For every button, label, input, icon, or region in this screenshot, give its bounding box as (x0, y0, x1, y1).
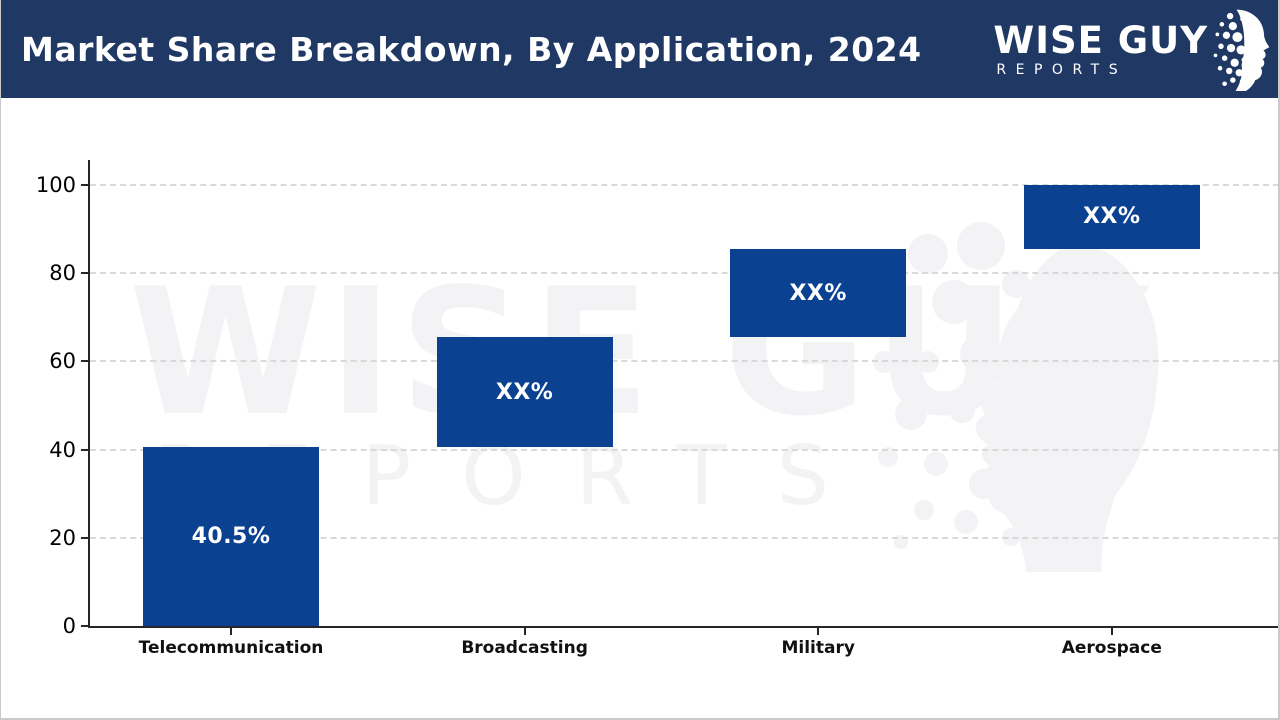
x-tick-broadcasting (523, 628, 526, 635)
bar-label-military: XX% (789, 280, 847, 306)
logo-dot-head-icon (1213, 9, 1270, 92)
gridline-100 (90, 184, 1278, 186)
logo: WISE GUY REPORTS (993, 6, 1278, 92)
y-tick-60 (81, 360, 88, 363)
x-axis (88, 626, 1278, 628)
gridline-20 (90, 536, 1278, 539)
category-label-military: Military (781, 638, 855, 658)
header: Market Share Breakdown, By Application, … (1, 0, 1278, 98)
y-tick-20 (81, 536, 88, 539)
y-tick-label-20: 20 (49, 525, 76, 550)
x-tick-telecommunication (230, 628, 232, 635)
bar-telecommunication: 40.5% (143, 447, 319, 626)
gridline-40 (90, 448, 1278, 451)
logo-text: WISE GUY REPORTS (993, 22, 1208, 77)
y-axis (88, 160, 90, 628)
y-tick-80 (81, 272, 88, 275)
page-title: Market Share Breakdown, By Application, … (21, 29, 922, 69)
y-tick-label-100: 100 (35, 173, 76, 197)
logo-wordmark: WISE GUY (993, 18, 1208, 62)
y-tick-label-40: 40 (49, 437, 76, 462)
gridline-80 (90, 272, 1278, 275)
y-tick-label-60: 60 (49, 349, 76, 374)
y-tick-label-0: 0 (62, 614, 76, 638)
gridline-60 (90, 360, 1278, 363)
x-tick-military (817, 628, 820, 635)
x-tick-aerospace (1110, 628, 1113, 635)
y-tick-0 (81, 625, 88, 627)
y-tick-100 (81, 184, 88, 186)
bar-broadcasting: XX% (436, 337, 613, 448)
bar-label-broadcasting: XX% (495, 379, 554, 405)
category-label-broadcasting: Broadcasting (461, 638, 588, 658)
category-label-telecommunication: Telecommunication (138, 638, 324, 658)
bar-military: XX% (730, 248, 907, 338)
bar-label-aerospace: XX% (1083, 204, 1141, 230)
bar-aerospace: XX% (1023, 185, 1200, 249)
category-label-aerospace: Aerospace (1061, 638, 1162, 658)
y-tick-label-80: 80 (49, 261, 76, 286)
logo-reports: REPORTS (996, 61, 1128, 78)
y-tick-40 (81, 448, 88, 451)
bar-label-telecommunication: 40.5% (191, 524, 271, 550)
